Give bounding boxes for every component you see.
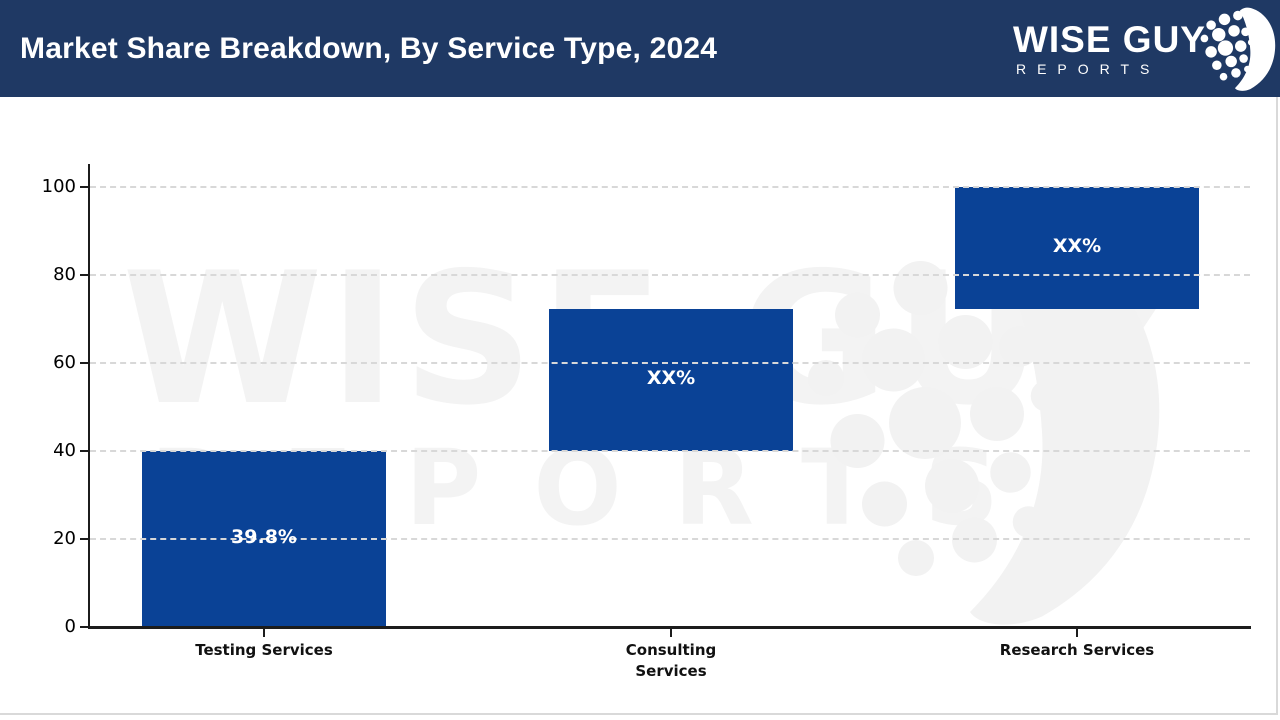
bar-value-label: 39.8% — [231, 526, 297, 548]
x-tick — [1076, 629, 1078, 637]
logo-face-dots-icon — [1200, 7, 1276, 91]
bar — [955, 187, 1199, 309]
page-title: Market Share Breakdown, By Service Type,… — [20, 31, 718, 65]
logo-subtext: REPORTS — [1015, 61, 1161, 77]
x-tick — [263, 629, 265, 637]
bar-value-label: XX% — [646, 366, 696, 389]
y-tick — [80, 186, 89, 188]
y-tick — [80, 362, 89, 364]
header-banner: Market Share Breakdown, By Service Type,… — [0, 0, 1280, 97]
logo-text: WISE GUY REPORTS — [1012, 19, 1206, 78]
x-category-label: Testing Services — [195, 641, 333, 659]
bar — [549, 308, 793, 451]
x-tick — [670, 629, 672, 637]
logo-wordmark: WISE GUY — [1012, 19, 1206, 60]
y-tick-label: 100 — [41, 176, 76, 197]
gridline-80 — [90, 274, 1250, 276]
bar-value-label: XX% — [1052, 234, 1102, 257]
y-tick-label: 0 — [64, 616, 76, 637]
gridline-100 — [90, 186, 1250, 188]
y-axis-line — [88, 164, 90, 629]
y-tick — [80, 538, 89, 540]
x-category-label: Consulting Services — [625, 641, 717, 680]
gridline-40 — [90, 450, 1250, 452]
y-tick-label: 20 — [53, 528, 76, 549]
wise-guy-reports-logo: WISE GUY REPORTS — [1013, 4, 1278, 94]
y-tick — [80, 626, 89, 628]
frame-right-border — [1276, 97, 1278, 715]
y-tick-label: 80 — [53, 264, 76, 285]
frame-bottom-border — [0, 713, 1278, 715]
y-tick — [80, 450, 89, 452]
y-tick — [80, 274, 89, 276]
y-tick-label: 60 — [53, 352, 76, 373]
x-axis-line — [88, 626, 1251, 629]
gridline-20 — [90, 538, 1250, 540]
gridline-60 — [90, 362, 1250, 364]
x-category-label: Research Services — [999, 641, 1155, 659]
y-tick-label: 40 — [53, 440, 76, 461]
